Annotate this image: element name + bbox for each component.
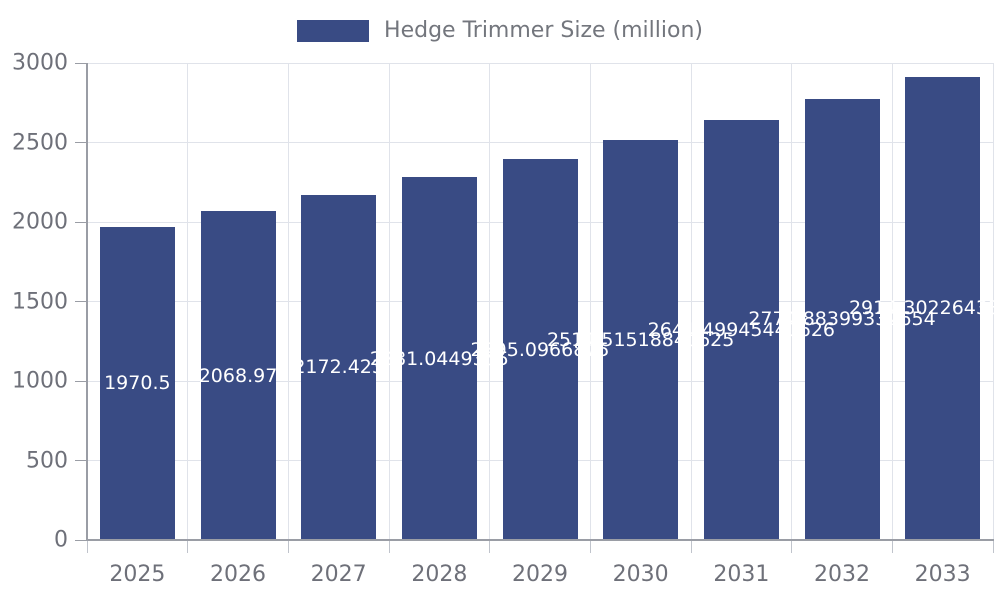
bar[interactable] bbox=[703, 120, 779, 540]
v-gridline bbox=[791, 63, 793, 540]
y-tick-label: 1500 bbox=[12, 289, 68, 314]
x-tick bbox=[388, 540, 390, 553]
bar-value-label: 2514.51518840625 bbox=[546, 329, 735, 352]
y-tick-label: 1000 bbox=[12, 368, 68, 394]
v-gridline bbox=[489, 63, 491, 540]
y-tick-label: 500 bbox=[26, 448, 68, 473]
bar-value-label: 2281.0449355 bbox=[369, 347, 509, 370]
x-tick bbox=[86, 540, 88, 553]
x-axis-line bbox=[86, 539, 994, 541]
bar[interactable] bbox=[905, 76, 981, 540]
y-axis-line bbox=[86, 63, 88, 540]
bar-value-label: 2914.30226433265 bbox=[848, 297, 1000, 320]
bar[interactable] bbox=[200, 211, 276, 540]
h-gridline bbox=[87, 62, 993, 64]
x-tick bbox=[187, 540, 189, 553]
y-tick bbox=[75, 142, 87, 143]
y-tick bbox=[75, 301, 87, 302]
x-tick bbox=[791, 540, 793, 553]
bar-value-label: 2395.0966875 bbox=[470, 338, 610, 361]
y-tick bbox=[75, 460, 87, 461]
v-gridline bbox=[187, 63, 189, 540]
x-tick-label: 2031 bbox=[713, 562, 770, 587]
bar-value-label: 2641.49945440626 bbox=[647, 319, 836, 341]
y-tick-label: 3000 bbox=[12, 50, 68, 76]
x-tick-label: 2027 bbox=[310, 562, 367, 587]
bar-value-label: 1970.5 bbox=[104, 372, 171, 395]
v-gridline bbox=[992, 63, 994, 540]
x-tick bbox=[287, 540, 289, 553]
bar[interactable] bbox=[99, 226, 175, 540]
bar-value-label: 2172.423 bbox=[293, 356, 384, 379]
y-tick-label: 2000 bbox=[12, 209, 68, 235]
y-tick bbox=[75, 62, 87, 64]
legend-swatch-icon bbox=[297, 19, 370, 42]
y-tick bbox=[75, 221, 87, 223]
x-tick-label: 2025 bbox=[109, 562, 166, 587]
y-tick-label: 2500 bbox=[12, 130, 68, 155]
x-tick-label: 2028 bbox=[411, 562, 468, 587]
x-tick-label: 2026 bbox=[210, 562, 266, 587]
x-tick-label: 2029 bbox=[512, 562, 568, 587]
x-tick bbox=[489, 540, 491, 553]
v-gridline bbox=[287, 63, 289, 540]
legend[interactable]: Hedge Trimmer Size (million) bbox=[0, 18, 1000, 43]
bar[interactable] bbox=[804, 98, 880, 540]
bar[interactable] bbox=[401, 177, 477, 540]
y-tick bbox=[75, 539, 87, 541]
bar-value-label: 2068.97 bbox=[198, 364, 278, 387]
bar-value-label: 2774.88399332654 bbox=[748, 308, 936, 331]
v-gridline bbox=[690, 63, 692, 540]
x-tick bbox=[891, 540, 893, 553]
x-tick bbox=[690, 540, 692, 553]
x-tick-label: 2030 bbox=[612, 562, 669, 587]
bar[interactable] bbox=[301, 194, 377, 540]
y-tick bbox=[75, 380, 87, 382]
x-tick-label: 2032 bbox=[814, 562, 870, 587]
y-tick-label: 0 bbox=[54, 527, 68, 553]
v-gridline bbox=[388, 63, 390, 540]
x-tick-label: 2033 bbox=[914, 562, 971, 587]
x-tick bbox=[992, 540, 994, 553]
legend-label: Hedge Trimmer Size (million) bbox=[384, 18, 703, 43]
bar[interactable] bbox=[603, 140, 679, 540]
bar[interactable] bbox=[502, 159, 578, 540]
v-gridline bbox=[891, 63, 893, 540]
v-gridline bbox=[589, 63, 591, 540]
h-gridline bbox=[87, 142, 993, 143]
x-tick bbox=[589, 540, 591, 553]
